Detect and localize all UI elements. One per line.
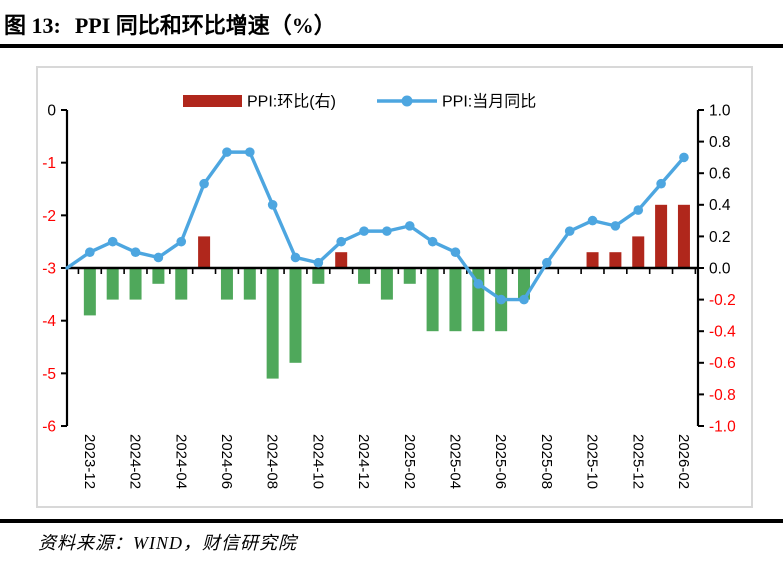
marker-2025-01 [382,226,392,236]
bar-2024-01 [106,268,119,300]
right-axis-label: 0.6 [709,166,731,183]
bar-2024-07 [243,268,256,300]
marker-2025-05 [473,279,484,289]
figure-title-text: PPI 同比和环比增速（%） [74,13,336,38]
marker-2024-01 [107,236,118,247]
left-axis-label: -5 [42,366,56,383]
marker-2024-02 [130,247,141,257]
bar-2025-12 [632,236,645,268]
marker-2024-03 [153,252,164,263]
x-axis-label: 2024-04 [172,434,189,489]
left-axis-label: -1 [42,155,56,172]
x-axis-label: 2023-12 [81,434,98,489]
bar-2024-10 [312,268,325,284]
marker-2024-12 [359,226,369,236]
marker-2024-11 [336,236,347,247]
left-axis-label: -2 [42,208,56,225]
right-axis-label: -1.0 [709,418,736,435]
yoy-line [65,150,686,302]
left-axis-label: -4 [42,313,56,330]
marker-2025-04 [450,247,461,257]
bar-2024-02 [129,268,142,300]
right-axis-label: 0.0 [709,260,731,277]
marker-2024-09 [290,252,301,263]
bar-2025-10 [586,252,599,268]
bar-2024-04 [175,268,188,300]
x-axis-label: 2024-12 [355,434,372,489]
bar-2025-03 [426,268,439,332]
x-axis-label: 2025-08 [538,434,555,489]
marker-2025-10 [587,215,598,226]
bar-2024-08 [266,268,279,379]
chart-container: 0 -1 -2 -3 -4 -5 -6 1.0 0.8 0.6 0.4 0.2 0.0 -0.2 -0.4 -… [36,66,753,508]
right-axis-label: -0.2 [709,292,736,309]
marker-2023-12 [85,247,95,257]
marker-2026-02 [679,152,689,163]
x-axis-label: 2024-02 [127,434,144,489]
marker-2025-02 [404,221,415,231]
marker-2024-10 [313,257,324,268]
x-axis-label: 2024-08 [264,434,281,489]
marker-2025-07 [519,294,529,305]
bar-2023-12 [83,268,96,316]
legend-bar-swatch [183,95,242,107]
marker-2025-08 [542,257,552,268]
marker-2024-07 [245,147,255,157]
figure-number: 图 13: [4,13,61,38]
marker-2024-04 [176,236,187,247]
left-axis-label: -3 [42,260,56,277]
bar-2024-11 [335,252,348,268]
marker-2024-06 [222,147,232,157]
bar-2025-01 [380,268,393,300]
bar-2024-12 [358,268,371,284]
bar-2024-03 [152,268,165,284]
marker-2024-05 [199,178,209,189]
right-axis-label: -0.8 [709,387,736,404]
x-axis-label: 2024-06 [218,434,235,489]
marker-2025-11 [610,221,621,231]
x-axis-label: 2025-04 [446,434,463,489]
marker-2025-03 [427,236,438,247]
ppi-combo-chart: 0 -1 -2 -3 -4 -5 -6 1.0 0.8 0.6 0.4 0.2 0.0 -0.2 -0.4 -… [42,93,736,489]
legend-bar-label: PPI:环比(右) [247,93,336,111]
legend-line-label: PPI:当月同比 [442,93,536,111]
right-axis-label: -0.6 [709,355,736,372]
source-note: 资料来源：WIND，财信研究院 [38,533,297,553]
left-axis-label: -6 [42,418,56,435]
x-axis-label: 2025-12 [629,434,646,489]
x-axis-label: 2025-02 [401,434,418,489]
marker-2025-09 [564,226,575,236]
bar-2025-02 [403,268,416,284]
bar-2024-06 [220,268,233,300]
bar-2026-01 [655,204,668,268]
bar-2024-05 [198,236,211,268]
right-axis-label: 0.8 [709,134,731,151]
marker-2025-06 [496,294,506,305]
legend-line-marker [401,95,413,107]
figure-title: 图 13: PPI 同比和环比增速（%） [4,8,336,40]
x-axis-label: 2026-02 [675,434,692,489]
right-axis-label: 0.4 [709,197,731,214]
right-axis-label: 0.2 [709,229,731,246]
title-divider [0,44,783,48]
marker-2025-12 [633,205,644,215]
bar-2025-11 [609,252,622,268]
bar-2025-04 [449,268,462,332]
bar-2024-09 [289,268,302,363]
footer-divider [0,519,783,523]
marker-2026-01 [656,178,666,189]
x-axis-label: 2025-10 [584,434,601,489]
right-axis-label: -0.4 [709,324,736,341]
x-axis-label: 2025-06 [492,434,509,489]
bar-2026-02 [677,204,690,268]
left-axis-label: 0 [47,102,56,119]
marker-2024-08 [267,199,278,210]
x-axis-label: 2024-10 [309,434,326,489]
right-axis-label: 1.0 [709,102,731,119]
